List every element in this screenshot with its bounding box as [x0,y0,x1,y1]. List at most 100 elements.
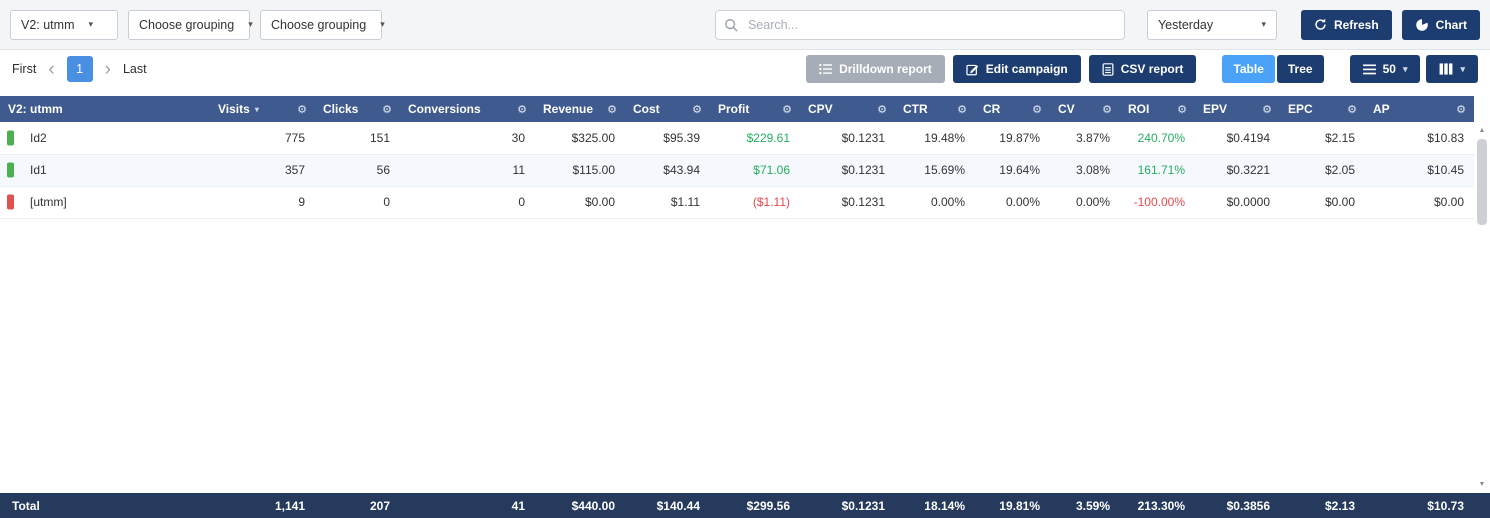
grouping-select-2[interactable]: Choose grouping ▾ [260,9,385,40]
report-table: V2: utmm Visits ▾ ⚙ Clicks ⚙ Conversions ⚙ R… [0,96,1474,219]
total-label: Total [12,498,40,513]
total-table: Total 1,141 207 41 $440.00 $140.44 $299.… [0,493,1474,518]
cell-cv: 0.00% [1050,186,1120,219]
total-conversions: 41 [511,498,525,513]
report-grid-area: V2: utmm Visits ▾ ⚙ Clicks ⚙ Conversions ⚙ R… [0,88,1490,493]
caret-down-icon: ▾ [248,19,253,29]
column-header-cr[interactable]: CR ⚙ [975,96,1050,122]
gear-icon[interactable]: ⚙ [1102,103,1112,116]
column-header-name[interactable]: V2: utmm [0,96,210,122]
column-header-cost[interactable]: Cost ⚙ [625,96,710,122]
chart-button[interactable]: Chart [1401,9,1480,40]
sub-toolbar: First ‹ 1 › Last Drilldown report Edit c… [0,50,1490,88]
column-header-epv[interactable]: EPV ⚙ [1195,96,1280,122]
sort-desc-icon: ▾ [254,104,259,114]
gear-icon[interactable]: ⚙ [1177,103,1187,116]
cell-cr: 19.87% [975,122,1050,155]
edit-campaign-button[interactable]: Edit campaign [952,55,1081,83]
column-header-revenue[interactable]: Revenue ⚙ [535,96,625,122]
column-header-conversions[interactable]: Conversions ⚙ [400,96,535,122]
table-row[interactable]: Id2 775 151 30 $325.00 $95.39 $229.61 $0… [0,122,1474,155]
pagination-first[interactable]: First [12,62,37,76]
gear-icon[interactable]: ⚙ [607,103,617,116]
gear-icon[interactable]: ⚙ [1032,103,1042,116]
gear-icon[interactable]: ⚙ [692,103,702,116]
total-cv: 3.59% [1075,498,1110,513]
top-toolbar: V2: utmm ▾ Choose grouping ▾ Choose grou… [0,0,1490,50]
cell-revenue: $0.00 [535,186,625,219]
total-clicks: 207 [369,498,390,513]
scrollbar-track[interactable] [1477,137,1487,478]
total-ap: $10.73 [1427,498,1464,513]
cell-ap: $0.00 [1365,186,1474,219]
refresh-icon [1314,18,1327,31]
cell-ap: $10.45 [1365,154,1474,187]
grouping-select-1[interactable]: Choose grouping ▾ [128,9,253,40]
scrollbar-thumb[interactable] [1477,139,1487,225]
cell-epv: $0.3221 [1195,154,1280,187]
column-header-profit[interactable]: Profit ⚙ [710,96,800,122]
gear-icon[interactable]: ⚙ [877,103,887,116]
column-header-epc[interactable]: EPC ⚙ [1280,96,1365,122]
gear-icon[interactable]: ⚙ [957,103,967,116]
column-header-cv[interactable]: CV ⚙ [1050,96,1120,122]
csv-report-button[interactable]: CSV report [1088,55,1197,83]
total-cr: 19.81% [999,498,1040,513]
gear-icon[interactable]: ⚙ [382,103,392,116]
action-buttons: Drilldown report Edit campaign CSV repor… [806,55,1478,83]
cell-visits: 9 [210,186,315,219]
view-toggle: Table Tree [1222,55,1324,83]
search-input[interactable] [714,9,1125,40]
campaign-select-value: V2: utmm [21,17,75,32]
caret-down-icon: ▾ [88,19,94,29]
cell-profit: ($1.11) [710,186,800,219]
cell-epc: $2.05 [1280,154,1365,187]
column-header-clicks[interactable]: Clicks ⚙ [315,96,400,122]
table-row[interactable]: [utmm] 9 0 0 $0.00 $1.11 ($1.11) $0.1231… [0,186,1474,219]
table-row[interactable]: Id1 357 56 11 $115.00 $43.94 $71.06 $0.1… [0,154,1474,187]
cell-cr: 0.00% [975,186,1050,219]
total-visits: 1,141 [274,498,305,513]
cell-cv: 3.87% [1050,122,1120,155]
total-roi: 213.30% [1137,498,1185,513]
cell-clicks: 0 [315,186,400,219]
scroll-up-icon[interactable]: ▲ [1478,127,1486,134]
hamburger-icon [1362,63,1376,75]
column-header-visits[interactable]: Visits ▾ ⚙ [210,96,315,122]
rows-per-page-value: 50 [1382,62,1396,76]
edit-campaign-label: Edit campaign [985,62,1068,76]
scroll-down-icon[interactable]: ▼ [1478,481,1486,488]
vertical-scrollbar[interactable]: ▲ ▼ [1475,124,1489,491]
cell-revenue: $115.00 [535,154,625,187]
tree-view-toggle[interactable]: Tree [1276,55,1324,83]
column-header-roi[interactable]: ROI ⚙ [1120,96,1195,122]
status-indicator [7,162,14,178]
chevron-left-icon[interactable]: ‹ [48,58,55,80]
refresh-button[interactable]: Refresh [1300,9,1392,40]
drilldown-report-button[interactable]: Drilldown report [806,55,945,83]
columns-dropdown[interactable]: ▾ [1426,55,1478,83]
status-indicator [7,130,14,146]
total-row: Total 1,141 207 41 $440.00 $140.44 $299.… [0,493,1474,518]
chevron-right-icon[interactable]: › [104,58,111,80]
chart-button-label: Chart [1435,17,1467,32]
gear-icon[interactable]: ⚙ [297,103,307,116]
gear-icon[interactable]: ⚙ [1347,103,1357,116]
pagination-page-1[interactable]: 1 [66,56,93,82]
gear-icon[interactable]: ⚙ [517,103,527,116]
column-header-cpv[interactable]: CPV ⚙ [800,96,895,122]
pagination-last[interactable]: Last [122,62,147,76]
campaign-select[interactable]: V2: utmm ▾ [10,9,118,40]
date-range-select[interactable]: Yesterday ▾ [1146,9,1277,40]
column-header-ctr[interactable]: CTR ⚙ [895,96,975,122]
cell-cost: $95.39 [625,122,710,155]
cell-visits: 357 [210,154,315,187]
table-view-toggle[interactable]: Table [1222,55,1275,83]
gear-icon[interactable]: ⚙ [1456,103,1466,116]
gear-icon[interactable]: ⚙ [782,103,792,116]
gear-icon[interactable]: ⚙ [1262,103,1272,116]
column-header-ap[interactable]: AP ⚙ [1365,96,1474,122]
row-name: [utmm] [30,195,67,209]
rows-per-page-dropdown[interactable]: 50 ▾ [1349,55,1421,83]
row-name: Id1 [30,163,47,177]
